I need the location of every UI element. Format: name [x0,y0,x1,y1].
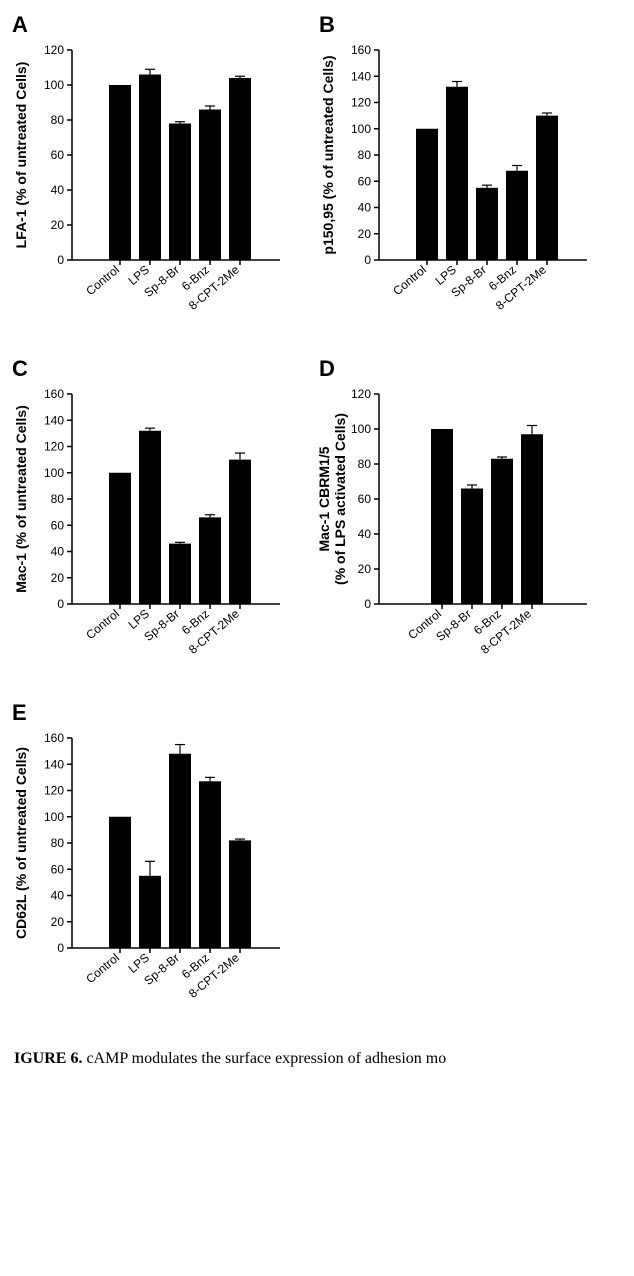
chart-B: 020406080100120140160ControlLPSSp-8-Br6-… [317,40,597,340]
row-1: A 020406080100120ControlLPSSp-8-Br6-Bnz8… [10,12,624,340]
panel-C: C 020406080100120140160ControlLPSSp-8-Br… [10,356,317,684]
svg-text:Control: Control [83,951,122,987]
panel-D: D 020406080100120ControlSp-8-Br6-Bnz8-CP… [317,356,624,684]
svg-text:20: 20 [51,915,65,929]
panel-letter-C: C [12,356,28,382]
svg-text:60: 60 [51,862,65,876]
svg-text:60: 60 [358,492,372,506]
row-3: E 020406080100120140160ControlLPSSp-8-Br… [10,700,624,1028]
svg-text:80: 80 [358,148,372,162]
panel-B: B 020406080100120140160ControlLPSSp-8-Br… [317,12,624,340]
svg-text:(% of LPS activated Cells): (% of LPS activated Cells) [332,413,348,585]
svg-text:100: 100 [44,810,64,824]
figure-caption: IGURE 6. cAMP modulates the surface expr… [10,1044,624,1068]
svg-text:Control: Control [390,263,429,299]
row-2: C 020406080100120140160ControlLPSSp-8-Br… [10,356,624,684]
svg-text:120: 120 [351,96,371,110]
panel-empty [317,700,624,1028]
chart-A: 020406080100120ControlLPSSp-8-Br6-Bnz8-C… [10,40,290,340]
chart-E: 020406080100120140160ControlLPSSp-8-Br6-… [10,728,290,1028]
svg-text:80: 80 [51,836,65,850]
svg-text:120: 120 [351,387,371,401]
svg-text:40: 40 [51,545,65,559]
svg-text:40: 40 [51,889,65,903]
svg-text:100: 100 [44,466,64,480]
svg-text:CD62L (% of untreated Cells): CD62L (% of untreated Cells) [13,747,29,939]
svg-text:120: 120 [44,43,64,57]
svg-text:80: 80 [358,457,372,471]
svg-text:60: 60 [51,148,65,162]
svg-text:140: 140 [351,69,371,83]
svg-text:160: 160 [44,387,64,401]
chart-D: 020406080100120ControlSp-8-Br6-Bnz8-CPT-… [317,384,597,684]
svg-text:140: 140 [44,757,64,771]
svg-text:140: 140 [44,413,64,427]
svg-text:60: 60 [51,518,65,532]
svg-text:0: 0 [364,253,371,267]
figure-container: A 020406080100120ControlLPSSp-8-Br6-Bnz8… [0,0,634,1078]
panel-E: E 020406080100120140160ControlLPSSp-8-Br… [10,700,317,1028]
svg-text:100: 100 [351,422,371,436]
panel-letter-E: E [12,700,27,726]
svg-text:100: 100 [351,122,371,136]
svg-text:p150,95 (% of untreated Cells): p150,95 (% of untreated Cells) [320,55,336,254]
caption-rest: cAMP modulates the surface expression of… [82,1050,446,1067]
svg-text:160: 160 [351,43,371,57]
panel-letter-D: D [319,356,335,382]
svg-text:120: 120 [44,440,64,454]
caption-lead: IGURE 6. [14,1050,82,1067]
svg-text:40: 40 [51,183,65,197]
panel-A: A 020406080100120ControlLPSSp-8-Br6-Bnz8… [10,12,317,340]
svg-text:160: 160 [44,731,64,745]
svg-text:0: 0 [57,253,64,267]
svg-text:Control: Control [83,607,122,643]
svg-text:40: 40 [358,201,372,215]
svg-text:60: 60 [358,174,372,188]
panel-letter-B: B [319,12,335,38]
svg-text:LFA-1 (% of untreated Cells): LFA-1 (% of untreated Cells) [13,62,29,249]
svg-text:20: 20 [358,227,372,241]
svg-text:Mac-1 (% of untreated Cells): Mac-1 (% of untreated Cells) [13,405,29,592]
svg-text:80: 80 [51,492,65,506]
panel-letter-A: A [12,12,28,38]
svg-text:80: 80 [51,113,65,127]
svg-text:Control: Control [83,263,122,299]
svg-text:0: 0 [364,597,371,611]
svg-text:40: 40 [358,527,372,541]
svg-text:100: 100 [44,78,64,92]
svg-text:Mac-1 CBRM1/5: Mac-1 CBRM1/5 [317,446,332,551]
chart-C: 020406080100120140160ControlLPSSp-8-Br6-… [10,384,290,684]
svg-text:20: 20 [358,562,372,576]
svg-text:0: 0 [57,597,64,611]
svg-text:0: 0 [57,941,64,955]
svg-text:20: 20 [51,571,65,585]
svg-text:20: 20 [51,218,65,232]
svg-text:120: 120 [44,784,64,798]
